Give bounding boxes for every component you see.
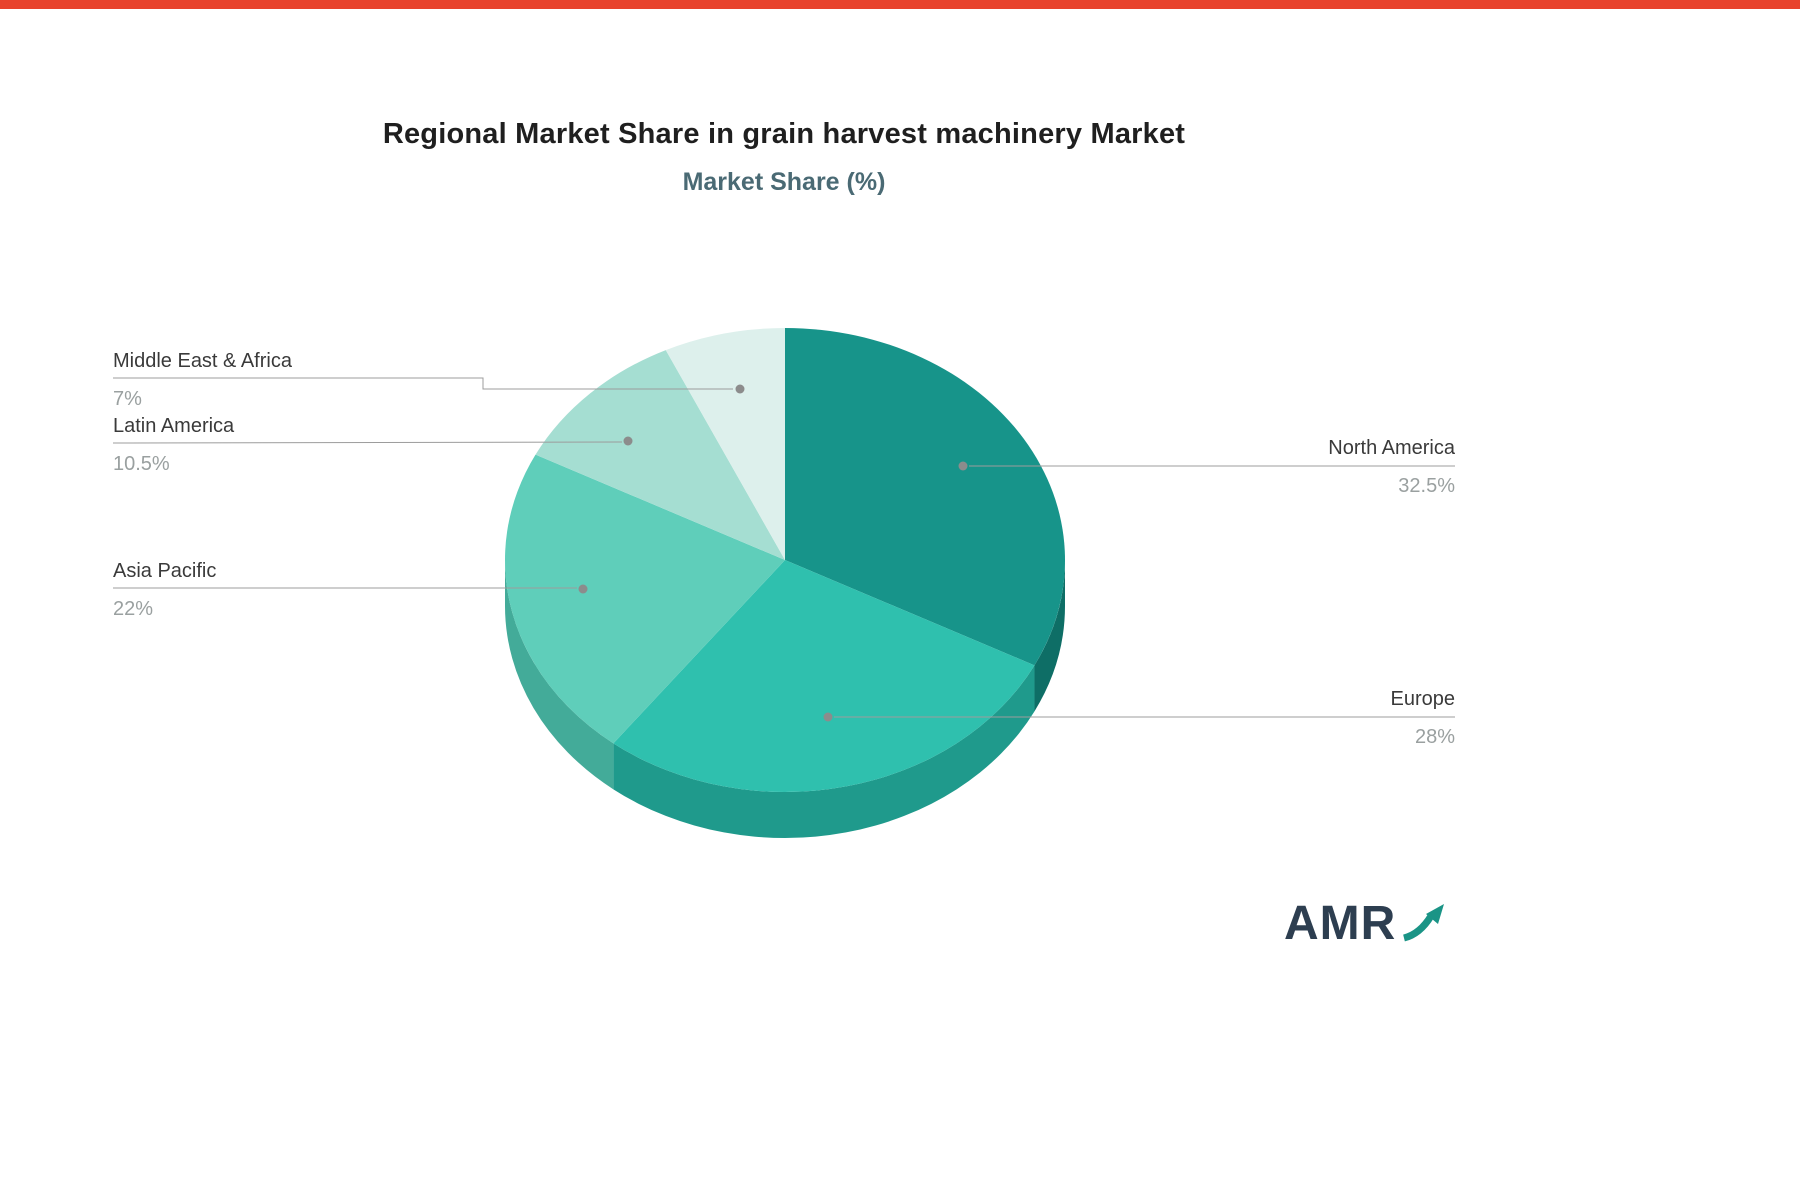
slice-value: 28% bbox=[1414, 726, 1455, 748]
slice-label: Middle East & Africa bbox=[113, 350, 292, 372]
label-latin-america: Latin America 10.5% bbox=[113, 416, 234, 474]
pie-slice-asia-pacific[interactable] bbox=[504, 454, 785, 744]
amr-logo: AMR bbox=[1284, 896, 1444, 960]
slice-value: 10.5% bbox=[113, 453, 170, 475]
slice-label: North America bbox=[1328, 437, 1455, 459]
pie-slice-europe[interactable] bbox=[613, 560, 1035, 793]
label-europe: Europe 28% bbox=[1391, 689, 1456, 747]
leader-dot bbox=[735, 384, 745, 394]
leader-dot bbox=[823, 712, 833, 722]
pie-slice-depth bbox=[1034, 560, 1065, 712]
pie-slice-depth bbox=[505, 560, 614, 790]
chart-subtitle: Market Share (%) bbox=[682, 168, 886, 196]
leader-line bbox=[112, 441, 623, 444]
leader-dot bbox=[578, 584, 588, 594]
pie-slice-north-america[interactable] bbox=[785, 328, 1066, 666]
leader-dot bbox=[958, 461, 968, 471]
pie-slice-middle-east-africa[interactable] bbox=[665, 328, 785, 560]
slice-value: 22% bbox=[113, 598, 154, 620]
pie-slice-depth bbox=[613, 665, 1035, 839]
slice-value: 32.5% bbox=[1398, 475, 1455, 497]
leader-line bbox=[113, 377, 733, 390]
pie-slice-latin-america[interactable] bbox=[535, 350, 785, 560]
label-asia-pacific: Asia Pacific 22% bbox=[113, 561, 216, 619]
label-middle-east-africa: Middle East & Africa 7% bbox=[113, 351, 292, 409]
leader-dot bbox=[623, 436, 633, 446]
top-accent-bar bbox=[0, 0, 1800, 9]
slice-label: Asia Pacific bbox=[113, 560, 217, 582]
amr-logo-arrow-icon bbox=[1402, 904, 1444, 942]
slice-value: 7% bbox=[113, 388, 142, 410]
slice-label: Europe bbox=[1390, 688, 1456, 710]
label-north-america: North America 32.5% bbox=[1328, 438, 1455, 496]
slice-label: Latin America bbox=[113, 415, 235, 437]
amr-logo-text: AMR bbox=[1284, 897, 1397, 950]
chart-title: Regional Market Share in grain harvest m… bbox=[382, 118, 1186, 150]
